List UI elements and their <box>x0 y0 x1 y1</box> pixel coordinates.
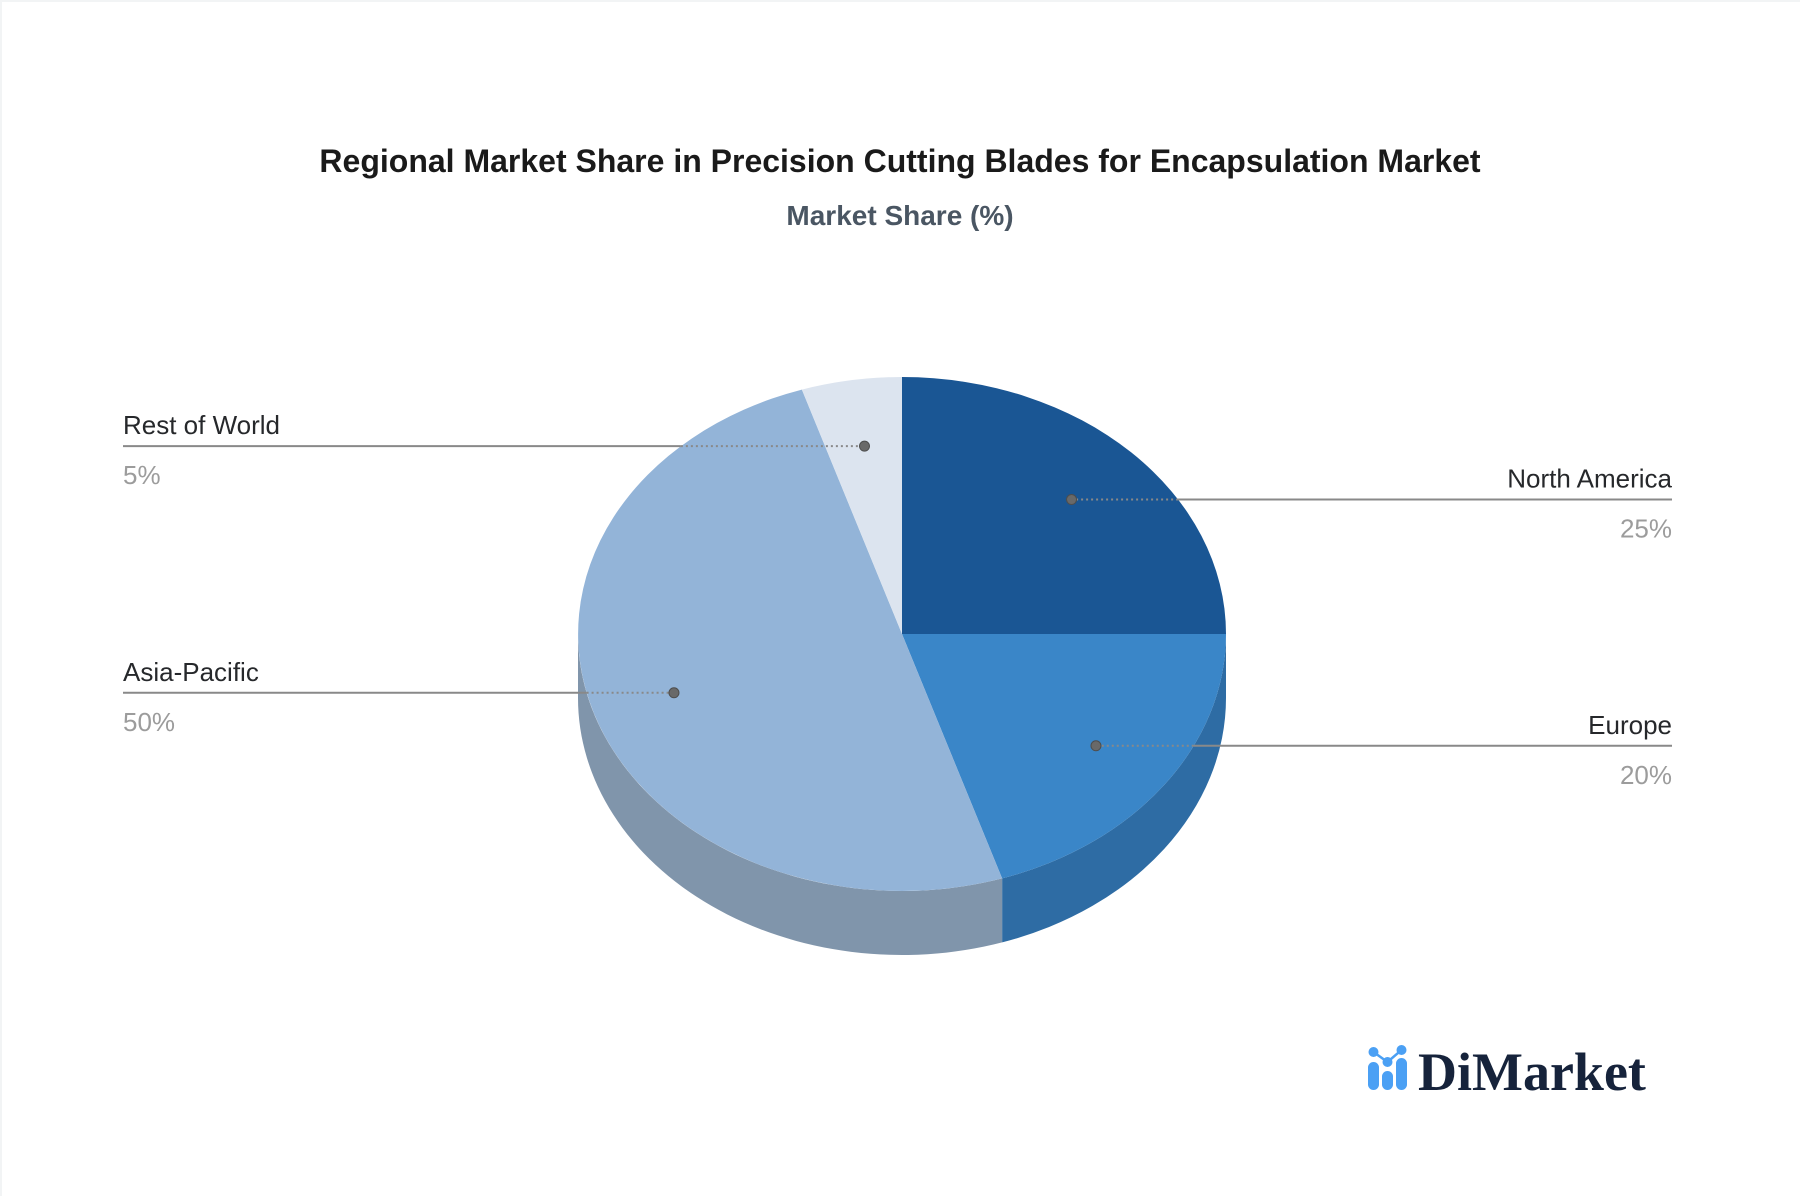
callout-dot-north-america <box>1066 494 1078 506</box>
pie-slice-asia-pacific[interactable] <box>578 389 1003 891</box>
pie-slice-side-asia-pacific <box>578 634 1003 955</box>
slice-value-north-america: 25% <box>1620 514 1672 544</box>
logo-icon-bar-3 <box>1396 1058 1407 1090</box>
pie-3d-side-faces <box>578 634 1226 955</box>
chart-title: Regional Market Share in Precision Cutti… <box>319 143 1480 179</box>
logo-icon-dot-3 <box>1396 1045 1407 1055</box>
pie-slice-north-america[interactable] <box>902 377 1226 634</box>
logo-icon-bar-1 <box>1368 1062 1379 1090</box>
callout-dot-asia-pacific <box>668 687 680 699</box>
slice-label-europe: Europe <box>1588 710 1672 740</box>
callout-dot-europe <box>1090 740 1102 752</box>
callout-dot-rest-of-world <box>858 440 870 452</box>
logo-icon-dot-2 <box>1382 1057 1393 1067</box>
slice-label-rest-of-world: Rest of World <box>123 410 280 440</box>
logo: DiMarket <box>1368 1042 1646 1102</box>
pie-slices <box>578 377 1226 891</box>
slice-value-asia-pacific: 50% <box>123 707 175 737</box>
logo-icon-dot-1 <box>1368 1047 1379 1057</box>
bar-chart-sparkline-icon <box>1368 1045 1407 1090</box>
logo-text: DiMarket <box>1418 1042 1646 1102</box>
slice-label-north-america: North America <box>1507 464 1672 494</box>
pie-slice-rest-of-world[interactable] <box>801 377 902 634</box>
slice-label-asia-pacific: Asia-Pacific <box>123 657 259 687</box>
chart-subtitle: Market Share (%) <box>786 200 1013 231</box>
logo-icon-bar-2 <box>1382 1071 1393 1090</box>
slice-value-rest-of-world: 5% <box>123 460 161 490</box>
pie-slice-europe[interactable] <box>902 634 1226 879</box>
slice-value-europe: 20% <box>1620 760 1672 790</box>
slice-callout-labels: North America 25% Europe 20% Asia-Pacific 50%… <box>123 410 1673 790</box>
pie-slice-side-europe <box>1002 634 1226 943</box>
